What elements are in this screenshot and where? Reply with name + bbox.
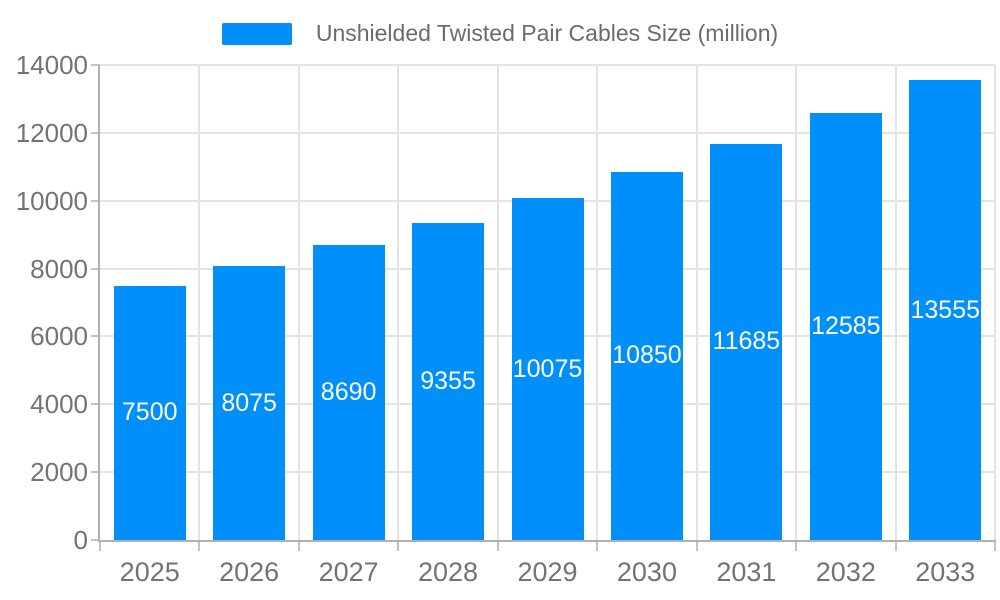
x-tick-label: 2027 — [318, 557, 379, 587]
x-tick-label: 2033 — [915, 557, 976, 587]
gridline-horizontal — [100, 131, 995, 134]
gridline-vertical — [994, 65, 996, 540]
gridline-vertical — [496, 65, 499, 540]
x-tick — [994, 542, 996, 551]
x-tick — [596, 542, 599, 551]
x-tick — [695, 542, 698, 551]
bar-value-label: 8690 — [320, 378, 377, 407]
bar-value-label: 10850 — [612, 341, 682, 370]
y-tick — [91, 471, 100, 474]
bar-value-label: 8075 — [221, 388, 277, 417]
y-tick — [91, 403, 100, 406]
gridline-vertical — [397, 65, 400, 540]
x-tick — [198, 542, 201, 551]
bar-2025[interactable]: 7500 — [113, 285, 186, 540]
y-tick-label: 0 — [73, 525, 88, 555]
bar-value-label: 7500 — [121, 398, 178, 427]
gridline-vertical — [596, 65, 599, 540]
bar-2030[interactable]: 10850 — [610, 171, 683, 540]
x-tick-label: 2028 — [418, 557, 479, 587]
x-tick-label: 2029 — [517, 557, 578, 587]
y-tick-label: 6000 — [30, 321, 88, 352]
legend-label: Unshielded Twisted Pair Cables Size (mil… — [315, 20, 779, 46]
y-tick-label: 4000 — [30, 389, 88, 420]
x-tick-label: 2025 — [119, 557, 180, 587]
y-tick — [91, 199, 100, 202]
y-tick-label: 8000 — [30, 253, 88, 284]
x-tick — [297, 542, 300, 551]
gridline-vertical — [198, 65, 201, 540]
bar-2026[interactable]: 8075 — [213, 266, 286, 540]
gridline-vertical — [297, 65, 300, 540]
gridline-horizontal — [100, 64, 995, 66]
bar-2031[interactable]: 11685 — [710, 143, 783, 540]
x-tick — [496, 542, 499, 551]
gridline-vertical — [894, 65, 897, 540]
y-tick — [91, 64, 100, 66]
y-tick-label: 14000 — [15, 50, 88, 80]
bar-value-label: 9355 — [420, 366, 476, 395]
x-tick — [397, 542, 400, 551]
x-tick-label: 2026 — [219, 557, 280, 587]
bar-2028[interactable]: 9355 — [412, 222, 485, 540]
x-tick — [894, 542, 897, 551]
y-tick-label: 10000 — [15, 185, 88, 216]
y-tick-label: 2000 — [30, 457, 88, 488]
y-tick — [91, 267, 100, 270]
x-tick — [99, 542, 101, 551]
bar-2033[interactable]: 13555 — [909, 80, 982, 540]
gridline-vertical — [695, 65, 698, 540]
legend-swatch-icon — [221, 22, 292, 45]
x-tick-label: 2031 — [716, 557, 777, 587]
bar-value-label: 12585 — [811, 311, 881, 340]
bar-2032[interactable]: 12585 — [809, 113, 882, 540]
y-axis-line — [98, 65, 100, 540]
bar-value-label: 11685 — [712, 327, 781, 356]
bar-value-label: 10075 — [512, 354, 583, 383]
x-axis-line — [98, 540, 996, 542]
bar-2029[interactable]: 10075 — [511, 198, 584, 540]
bar-value-label: 13555 — [910, 295, 981, 324]
y-tick — [91, 539, 100, 541]
legend-item[interactable]: Unshielded Twisted Pair Cables Size (mil… — [0, 20, 1000, 47]
x-tick-label: 2030 — [616, 557, 677, 587]
gridline-vertical — [795, 65, 798, 540]
y-tick — [91, 335, 100, 338]
x-tick — [795, 542, 798, 551]
bar-2027[interactable]: 8690 — [312, 245, 385, 540]
y-tick — [91, 131, 100, 134]
x-tick-label: 2032 — [815, 557, 876, 587]
y-tick-label: 12000 — [15, 117, 88, 148]
